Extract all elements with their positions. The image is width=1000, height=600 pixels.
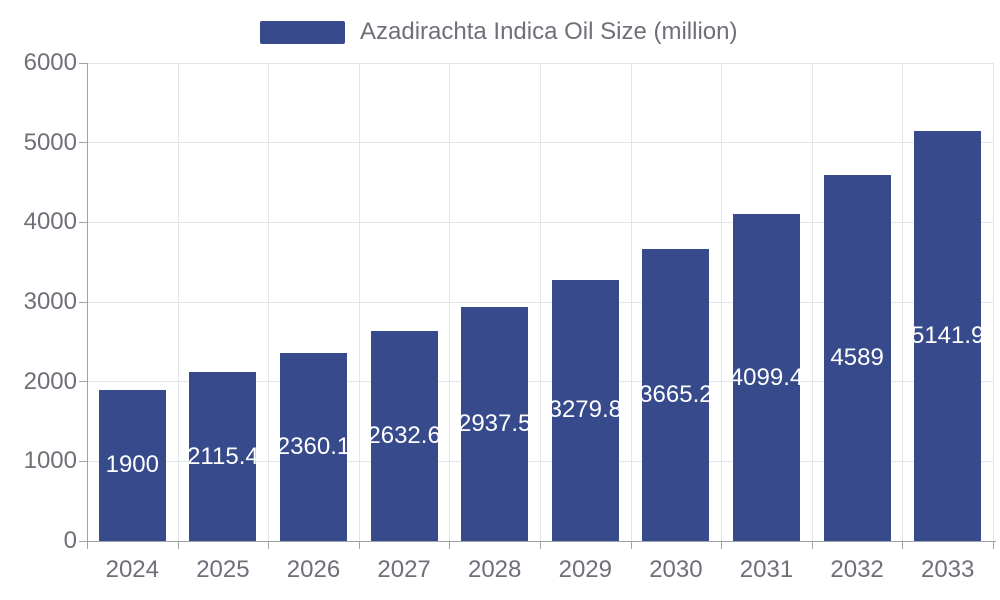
bar-value-label-2025: 2115.4 xyxy=(189,442,257,470)
legend-item[interactable]: Azadirachta Indica Oil Size (million) xyxy=(260,18,737,46)
x-axis-label-2027: 2027 xyxy=(377,556,431,583)
bar-2033[interactable]: 5141.9 xyxy=(914,131,982,541)
bar-value-label-2027: 2632.6 xyxy=(370,422,438,450)
x-axis-label-2025: 2025 xyxy=(196,556,250,583)
gridline-x-7 xyxy=(721,63,723,541)
x-axis-label-2032: 2032 xyxy=(830,556,884,583)
bar-value-label-2024: 1900 xyxy=(105,451,159,479)
x-axis-label-2031: 2031 xyxy=(739,556,794,583)
y-axis-line xyxy=(87,63,88,541)
x-tick-5 xyxy=(540,541,541,549)
x-tick-7 xyxy=(721,541,723,549)
gridline-x-10 xyxy=(993,63,994,541)
x-tick-4 xyxy=(449,541,451,549)
y-axis-label-3000: 3000 xyxy=(23,288,77,315)
legend-label: Azadirachta Indica Oil Size (million) xyxy=(360,18,738,45)
gridline-x-1 xyxy=(177,63,179,541)
y-tick-1000 xyxy=(79,460,87,462)
bar-2032[interactable]: 4589 xyxy=(823,175,891,541)
gridline-x-5 xyxy=(540,63,541,541)
y-tick-6000 xyxy=(79,62,87,64)
bar-2026[interactable]: 2360.1 xyxy=(280,352,347,541)
x-tick-2 xyxy=(268,541,270,549)
gridline-x-8 xyxy=(811,63,813,541)
bar-value-label-2029: 3279.8 xyxy=(551,396,619,424)
x-tick-9 xyxy=(902,541,904,549)
x-axis-label-2030: 2030 xyxy=(649,556,703,583)
bar-2031[interactable]: 4099.4 xyxy=(733,214,800,541)
x-tick-0 xyxy=(87,541,88,549)
bar-2029[interactable]: 3279.8 xyxy=(551,279,619,541)
bar-value-label-2033: 5141.9 xyxy=(914,322,982,350)
gridline-x-2 xyxy=(268,63,270,541)
y-tick-5000 xyxy=(79,142,87,144)
x-tick-8 xyxy=(811,541,813,549)
x-axis-label-2033: 2033 xyxy=(920,556,975,583)
gridline-x-4 xyxy=(449,63,451,541)
bar-2030[interactable]: 3665.2 xyxy=(642,249,710,541)
x-tick-3 xyxy=(358,541,360,549)
gridline-x-6 xyxy=(630,63,632,541)
x-axis-label-2029: 2029 xyxy=(558,556,612,583)
y-tick-4000 xyxy=(79,221,87,223)
x-axis-line xyxy=(87,541,996,542)
legend-swatch xyxy=(260,20,345,44)
x-tick-6 xyxy=(630,541,632,549)
bar-value-label-2026: 2360.1 xyxy=(280,432,347,460)
bar-2025[interactable]: 2115.4 xyxy=(189,372,257,541)
bar-value-label-2028: 2937.5 xyxy=(461,409,529,437)
y-tick-2000 xyxy=(79,381,87,383)
bar-2028[interactable]: 2937.5 xyxy=(461,306,529,541)
bar-value-label-2031: 4099.4 xyxy=(733,363,800,391)
y-axis-label-2000: 2000 xyxy=(23,367,77,395)
x-axis-label-2028: 2028 xyxy=(467,556,522,583)
bar-value-label-2030: 3665.2 xyxy=(642,380,710,408)
bar-2024[interactable]: 1900 xyxy=(98,389,166,541)
gridline-x-9 xyxy=(902,63,904,541)
y-axis-label-5000: 5000 xyxy=(23,128,77,156)
y-tick-0 xyxy=(79,540,87,542)
y-axis-label-1000: 1000 xyxy=(23,447,77,475)
y-axis-label-4000: 4000 xyxy=(23,208,77,236)
y-axis-label-6000: 6000 xyxy=(23,49,77,76)
bar-value-label-2032: 4589 xyxy=(830,344,884,372)
y-tick-3000 xyxy=(79,301,87,303)
bar-2027[interactable]: 2632.6 xyxy=(370,331,438,541)
gridline-x-3 xyxy=(358,63,360,541)
y-axis-label-0: 0 xyxy=(63,527,77,554)
x-tick-10 xyxy=(993,541,994,549)
x-tick-1 xyxy=(177,541,179,549)
x-axis-label-2024: 2024 xyxy=(105,556,159,583)
x-axis-label-2026: 2026 xyxy=(286,556,341,583)
